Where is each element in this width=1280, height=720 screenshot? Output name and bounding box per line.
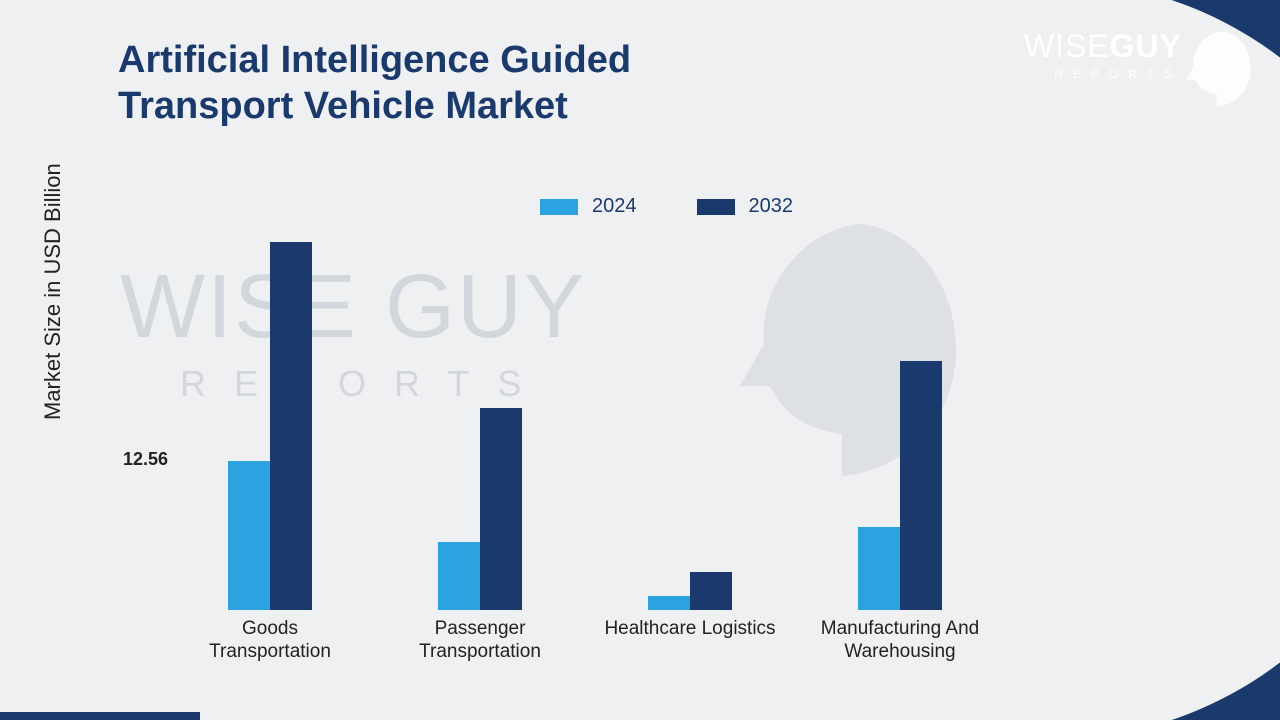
bar-2024 bbox=[438, 542, 480, 610]
legend-label-2024: 2024 bbox=[592, 195, 637, 218]
chart-legend: 2024 2032 bbox=[540, 195, 793, 218]
bar-group bbox=[180, 242, 360, 610]
brand-logo: WISEGUY REPORTS bbox=[1024, 28, 1252, 81]
category-label: Passenger Transportation bbox=[390, 618, 570, 664]
brand-subtitle: REPORTS bbox=[1024, 67, 1252, 81]
bar-group bbox=[600, 572, 780, 610]
brand-word-1: WISE bbox=[1024, 28, 1110, 64]
legend-item-2024: 2024 bbox=[540, 195, 637, 218]
y-tick-label: 12.56 bbox=[98, 449, 168, 470]
bar-2024 bbox=[228, 461, 270, 610]
bar-2032 bbox=[270, 242, 312, 610]
bar-group bbox=[390, 408, 570, 610]
page: WISE GUY REPORTS Artificial Intelligence… bbox=[0, 0, 1280, 720]
bar-2032 bbox=[900, 361, 942, 610]
category-label: Goods Transportation bbox=[180, 618, 360, 664]
legend-swatch-2032 bbox=[697, 199, 735, 215]
bar-2024 bbox=[858, 527, 900, 610]
bar-2032 bbox=[480, 408, 522, 610]
bar-2032 bbox=[690, 572, 732, 610]
chart-plot-area: 12.56 bbox=[100, 230, 950, 610]
y-axis-label: Market Size in USD Billion bbox=[40, 163, 66, 420]
bar-2024 bbox=[648, 596, 690, 610]
legend-item-2032: 2032 bbox=[697, 195, 794, 218]
legend-swatch-2024 bbox=[540, 199, 578, 215]
bottom-accent-bar bbox=[0, 712, 200, 720]
chart-title: Artificial Intelligence Guided Transport… bbox=[118, 38, 758, 129]
brand-word-2: GUY bbox=[1110, 28, 1182, 64]
category-label: Healthcare Logistics bbox=[600, 618, 780, 641]
bar-group bbox=[810, 361, 990, 610]
category-label: Manufacturing And Warehousing bbox=[810, 618, 990, 664]
brand-name: WISEGUY bbox=[1024, 28, 1252, 65]
legend-label-2032: 2032 bbox=[749, 195, 794, 218]
